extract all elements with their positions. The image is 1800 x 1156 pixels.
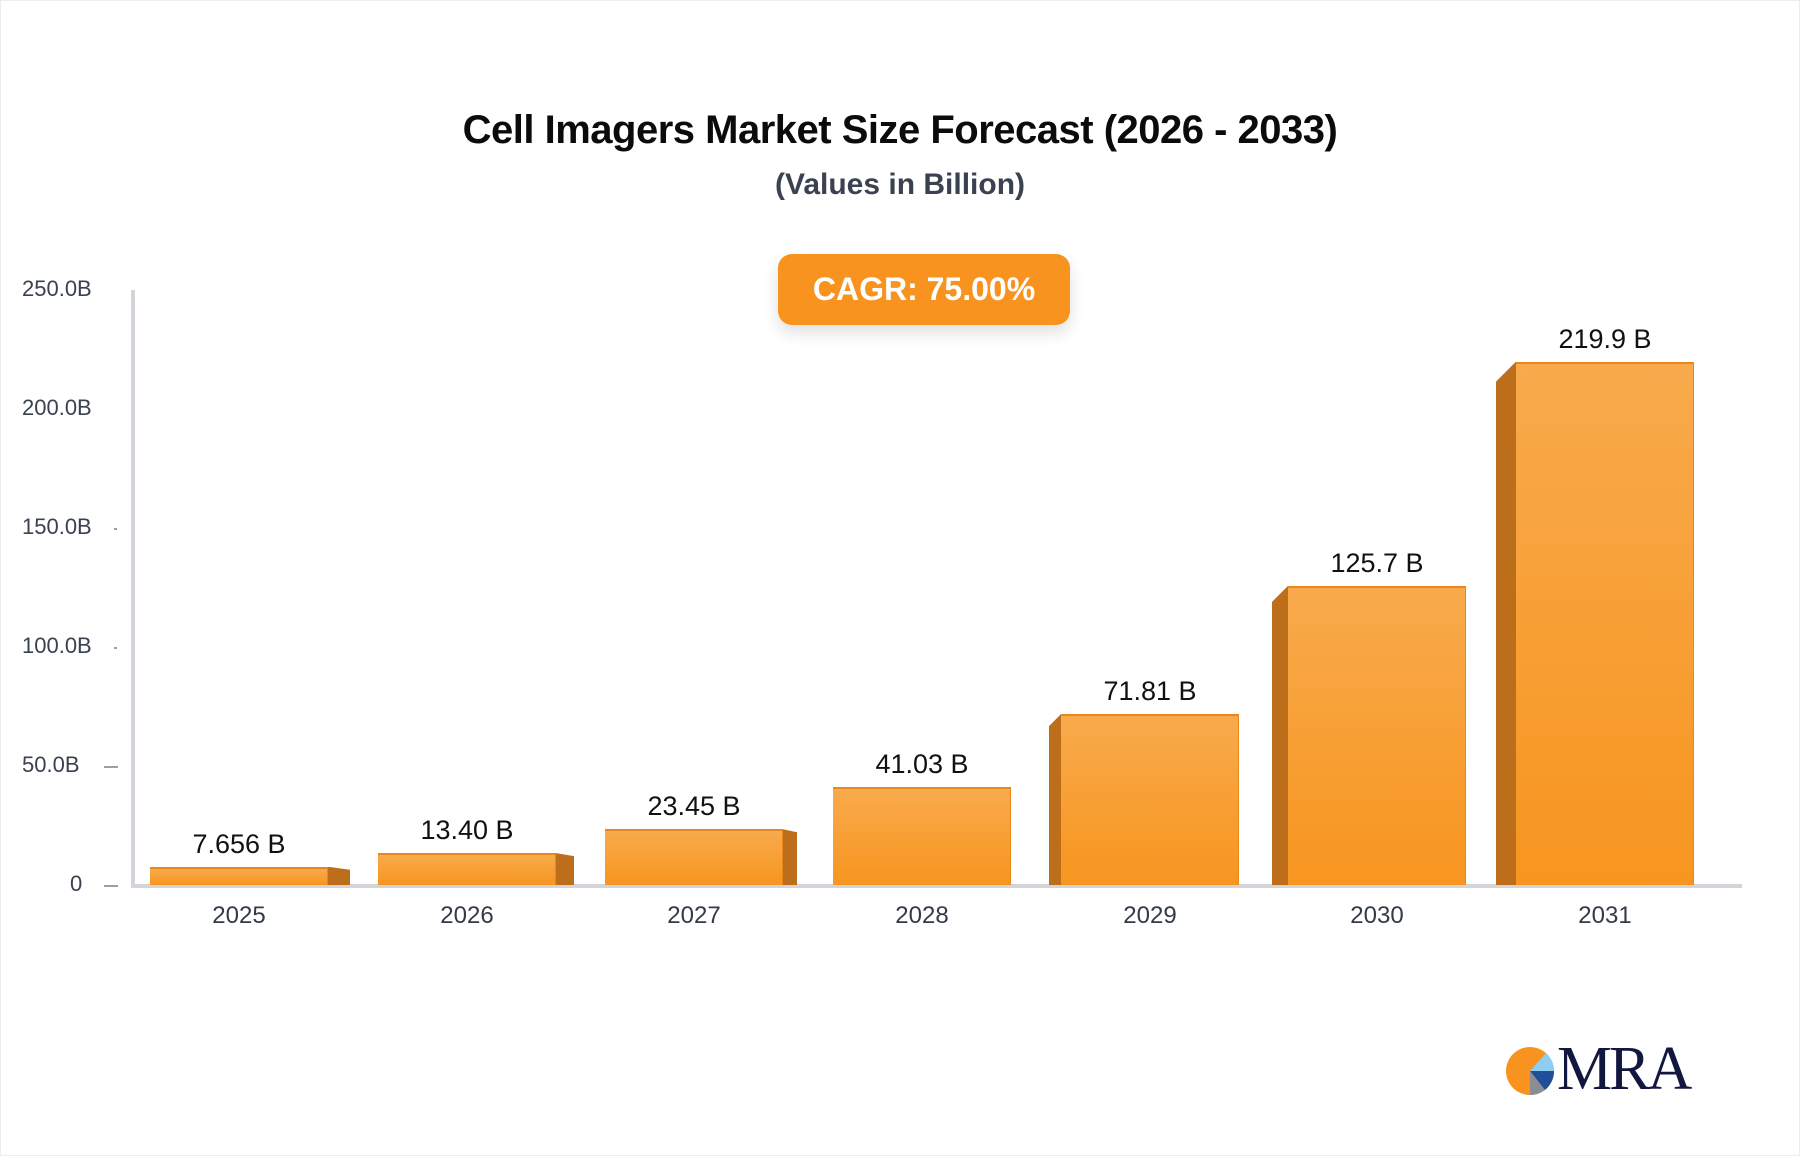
y-tick-mark: [114, 647, 117, 649]
x-tick-label: 2027: [667, 902, 721, 929]
bar-side: [1049, 714, 1061, 885]
x-tick-label: 2031: [1578, 902, 1632, 929]
y-tick-label: 150.0B: [22, 514, 92, 539]
bar-side: [1496, 361, 1516, 885]
y-tick-mark: [104, 885, 118, 887]
x-tick-label: 2026: [440, 902, 494, 929]
x-axis-line: [131, 884, 1742, 888]
bar-front: [833, 787, 1011, 885]
bar-2030: [1272, 585, 1466, 885]
y-tick-label: 200.0B: [22, 395, 92, 420]
bar-front: [1061, 714, 1239, 885]
bar-side: [783, 829, 797, 885]
bar-2027: [605, 829, 797, 885]
bar-value-label: 219.9 B: [1558, 323, 1652, 354]
bar-value-label: 71.81 B: [1103, 676, 1197, 707]
y-tick-label: 250.0B: [22, 276, 92, 301]
logo-text: MRA: [1557, 1035, 1692, 1103]
bar-2025: [150, 866, 350, 885]
bar-side: [556, 853, 574, 885]
chart-title: Cell Imagers Market Size Forecast (2026 …: [462, 108, 1338, 152]
bar-front: [605, 829, 783, 885]
y-tick-label: 0: [70, 871, 83, 896]
bar-2031: [1496, 361, 1694, 885]
bar-2026: [378, 853, 574, 885]
pie-logo-icon: [1506, 1047, 1555, 1096]
bar-front: [378, 853, 556, 885]
x-tick-label: 2028: [895, 902, 949, 929]
y-axis-line: [131, 290, 135, 888]
bar-2028: [833, 787, 1011, 885]
bar-value-label: 41.03 B: [875, 749, 969, 780]
bar-2029: [1049, 714, 1239, 885]
bar-front: [1516, 361, 1694, 885]
y-tick-label: 50.0B: [22, 752, 80, 777]
x-tick-label: 2030: [1350, 902, 1404, 929]
bar-side: [328, 866, 350, 885]
bar-value-label: 7.656 B: [192, 828, 286, 859]
y-tick-mark: [104, 766, 118, 768]
bar-value-label: 125.7 B: [1330, 547, 1424, 578]
y-tick-mark: [114, 528, 117, 530]
bar-front: [1288, 585, 1466, 885]
y-tick-label: 100.0B: [22, 633, 92, 658]
x-tick-label: 2029: [1123, 902, 1177, 929]
bar-side: [1272, 585, 1288, 885]
bar-value-label: 23.45 B: [647, 791, 741, 822]
bar-front: [150, 866, 328, 885]
chart-subtitle: (Values in Billion): [774, 168, 1026, 201]
cagr-badge: CAGR: 75.00%: [778, 254, 1070, 325]
mra-logo: MRA: [1505, 1038, 1695, 1100]
bar-value-label: 13.40 B: [420, 815, 514, 846]
x-tick-label: 2025: [212, 902, 266, 929]
